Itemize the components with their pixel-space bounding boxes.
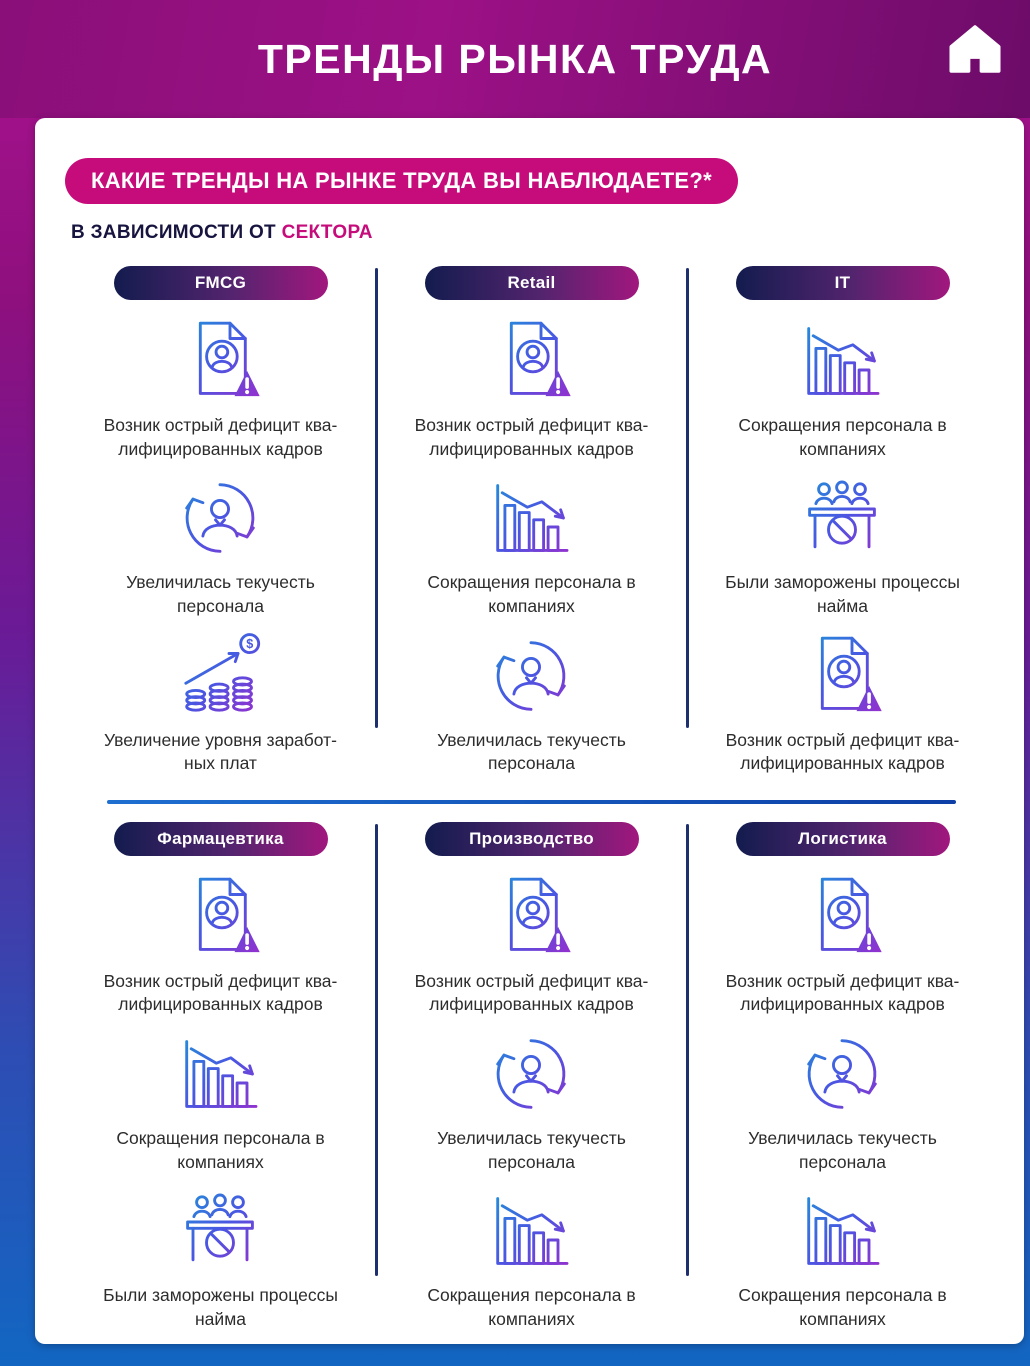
staff-deficit-icon: [487, 316, 577, 406]
sector-badge-manufacturing: Производство: [424, 821, 639, 856]
trend-text: Сокращения персонала в компаниях: [427, 1285, 636, 1329]
trend-item: Увеличилась текучесть персонала: [437, 1029, 626, 1174]
sector-label: IT: [834, 273, 851, 292]
subtitle: В ЗАВИСИМОСТИ ОТ СЕКТОРА: [71, 222, 998, 244]
trend-item: Увеличилась текучесть персонала: [748, 1029, 937, 1174]
sector-column-retail: Retail Возник острый дефицит ква- лифици…: [376, 266, 687, 788]
trend-text: Увеличилась текучесть персонала: [437, 729, 626, 774]
staff-turnover-icon: [175, 473, 265, 563]
staff-reduction-icon: [486, 473, 576, 563]
sector-row-2: Фармацевтика Возник острый дефицит ква- …: [65, 821, 998, 1344]
row-divider: [107, 799, 956, 804]
trend-item: Возник острый дефицит ква- лифицированны…: [103, 316, 338, 461]
trend-item: Возник острый дефицит ква- лифицированны…: [725, 872, 960, 1017]
staff-turnover-icon: [486, 631, 576, 721]
sector-column-manufacturing: Производство Возник острый дефицит ква- …: [376, 821, 687, 1344]
staff-deficit-icon: [176, 872, 266, 962]
trend-text: Увеличение уровня заработ- ных плат: [103, 729, 337, 774]
trend-text: Возник острый дефицит ква- лифицированны…: [414, 415, 649, 459]
staff-reduction-icon: [797, 1186, 887, 1276]
trend-item: Сокращения персонала в компаниях: [738, 1186, 947, 1331]
salary-increase-icon: [175, 631, 265, 721]
trend-item: Возник острый дефицит ква- лифицированны…: [414, 872, 649, 1017]
trend-item: Возник острый дефицит ква- лифицированны…: [725, 631, 960, 776]
staff-deficit-icon: [798, 631, 888, 721]
hiring-freeze-icon: [797, 473, 887, 563]
vertical-divider: [685, 823, 689, 1276]
page-title: ТРЕНДЫ РЫНКА ТРУДА: [257, 35, 773, 82]
trend-item: Были заморожены процессы найма: [103, 1186, 338, 1331]
sector-column-logistics: Логистика Возник острый дефицит ква- лиф…: [687, 821, 998, 1344]
trend-text: Сокращения персонала в компаниях: [116, 1128, 325, 1172]
content-card: КАКИЕ ТРЕНДЫ НА РЫНКЕ ТРУДА ВЫ НАБЛЮДАЕТ…: [35, 118, 1024, 1344]
trend-item: Сокращения персонала в компаниях: [738, 316, 947, 461]
trend-text: Возник острый дефицит ква- лифицированны…: [414, 970, 649, 1015]
sector-label: Retail: [507, 273, 556, 292]
trend-text: Возник острый дефицит ква- лифицированны…: [725, 729, 960, 774]
trend-text: Увеличилась текучесть персонала: [437, 1128, 626, 1172]
trend-item: Были заморожены процессы найма: [725, 473, 960, 618]
trend-item: Увеличилась текучесть персонала: [126, 473, 315, 618]
trend-text: Сокращения персонала в компаниях: [738, 415, 947, 459]
hiring-freeze-icon: [175, 1186, 265, 1276]
staff-deficit-icon: [798, 872, 888, 962]
sector-label: Логистика: [798, 828, 887, 848]
subtitle-prefix: В ЗАВИСИМОСТИ ОТ: [71, 222, 276, 243]
staff-turnover-icon: [797, 1029, 887, 1119]
sector-column-fmcg: FMCG Возник острый дефицит ква- лифициро…: [65, 266, 376, 788]
sector-row-1: FMCG Возник острый дефицит ква- лифициро…: [65, 266, 998, 788]
trend-text: Увеличилась текучесть персонала: [748, 1128, 937, 1172]
trend-item: Сокращения персонала в компаниях: [427, 473, 636, 618]
trend-item: Возник острый дефицит ква- лифицированны…: [103, 872, 338, 1017]
trend-text: Сокращения персонала в компаниях: [738, 1285, 947, 1329]
sector-column-it: IT Сокращения персонала в компаниях Были…: [687, 266, 998, 788]
trend-text: Увеличилась текучесть персонала: [126, 572, 315, 616]
staff-reduction-icon: [486, 1186, 576, 1276]
sector-column-pharma: Фармацевтика Возник острый дефицит ква- …: [65, 821, 376, 1344]
sector-badge-logistics: Логистика: [735, 821, 950, 856]
trend-text: Возник острый дефицит ква- лифицированны…: [725, 970, 960, 1015]
staff-reduction-icon: [175, 1029, 265, 1119]
sector-badge-it: IT: [735, 266, 950, 300]
vertical-divider: [685, 268, 689, 728]
home-icon[interactable]: [946, 20, 1004, 78]
vertical-divider: [374, 268, 378, 728]
question-banner: КАКИЕ ТРЕНДЫ НА РЫНКЕ ТРУДА ВЫ НАБЛЮДАЕТ…: [65, 158, 739, 204]
staff-deficit-icon: [176, 316, 266, 406]
vertical-divider: [374, 823, 378, 1276]
trend-text: Были заморожены процессы найма: [725, 572, 960, 616]
trend-text: Сокращения персонала в компаниях: [427, 572, 636, 616]
sector-label: FMCG: [194, 273, 247, 292]
trend-item: Возник острый дефицит ква- лифицированны…: [414, 316, 649, 461]
trend-text: Возник острый дефицит ква- лифицированны…: [103, 970, 338, 1015]
subtitle-accent: СЕКТОРА: [281, 222, 373, 243]
sector-label: Фармацевтика: [157, 828, 284, 848]
sector-badge-pharma: Фармацевтика: [113, 821, 328, 856]
sector-badge-fmcg: FMCG: [113, 266, 328, 300]
trend-item: Сокращения персонала в компаниях: [427, 1186, 636, 1331]
sector-label: Производство: [469, 828, 594, 848]
trend-item: Сокращения персонала в компаниях: [116, 1029, 325, 1174]
trend-item: Увеличилась текучесть персонала: [437, 631, 626, 776]
staff-reduction-icon: [797, 316, 887, 406]
title-banner: ТРЕНДЫ РЫНКА ТРУДА: [0, 0, 1030, 118]
trend-item: Увеличение уровня заработ- ных плат: [104, 631, 337, 776]
sector-badge-retail: Retail: [424, 266, 639, 300]
trend-text: Были заморожены процессы найма: [103, 1285, 338, 1329]
staff-deficit-icon: [487, 872, 577, 962]
trend-text: Возник острый дефицит ква- лифицированны…: [103, 415, 338, 459]
staff-turnover-icon: [486, 1029, 576, 1119]
